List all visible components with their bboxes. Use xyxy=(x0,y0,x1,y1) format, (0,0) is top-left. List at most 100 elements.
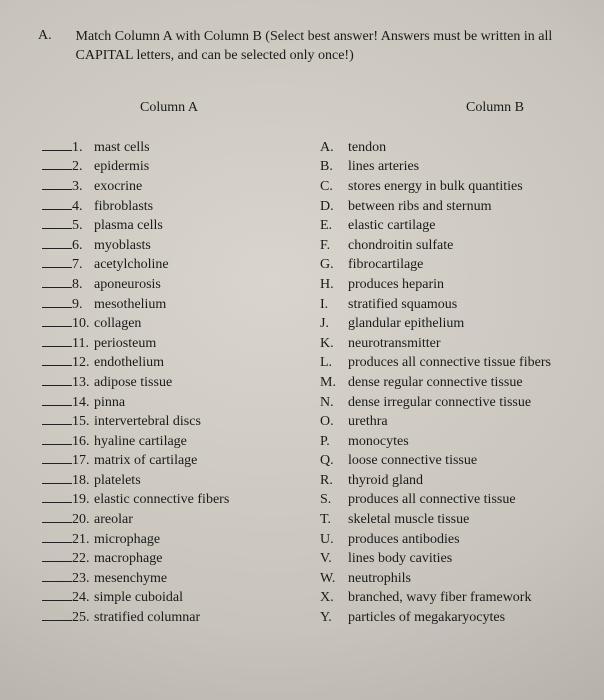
answer-blank[interactable] xyxy=(42,307,72,308)
item-number: 13. xyxy=(72,373,94,393)
answer-blank[interactable] xyxy=(42,346,72,347)
answer-blank[interactable] xyxy=(42,248,72,249)
col-b-row: U.produces antibodies xyxy=(320,530,568,550)
answer-blank[interactable] xyxy=(42,542,72,543)
choice-text: produces all connective tissue fibers xyxy=(348,355,551,370)
choice-text: particles of megakaryocytes xyxy=(348,610,505,625)
col-b-row: O.urethra xyxy=(320,412,568,432)
answer-blank[interactable] xyxy=(42,444,72,445)
choice-letter: Y. xyxy=(320,608,348,628)
answer-blank[interactable] xyxy=(42,620,72,621)
col-a-row: 3.exocrine xyxy=(42,177,320,197)
item-number: 17. xyxy=(72,451,94,471)
item-term: microphage xyxy=(94,532,160,547)
choice-letter: V. xyxy=(320,549,348,569)
item-number: 25. xyxy=(72,608,94,628)
item-number: 8. xyxy=(72,275,94,295)
choice-letter: Q. xyxy=(320,451,348,471)
col-b-row: C.stores energy in bulk quantities xyxy=(320,177,568,197)
item-number: 12. xyxy=(72,353,94,373)
answer-blank[interactable] xyxy=(42,463,72,464)
col-a-row: 7.acetylcholine xyxy=(42,255,320,275)
answer-blank[interactable] xyxy=(42,169,72,170)
item-number: 15. xyxy=(72,412,94,432)
answer-blank[interactable] xyxy=(42,189,72,190)
col-a-row: 4.fibroblasts xyxy=(42,197,320,217)
item-number: 1. xyxy=(72,138,94,158)
answer-blank[interactable] xyxy=(42,424,72,425)
col-a-row: 24.simple cuboidal xyxy=(42,588,320,608)
choice-text: monocytes xyxy=(348,434,409,449)
item-term: plasma cells xyxy=(94,218,163,233)
choice-letter: A. xyxy=(320,138,348,158)
answer-blank[interactable] xyxy=(42,267,72,268)
item-term: fibroblasts xyxy=(94,199,153,214)
answer-blank[interactable] xyxy=(42,326,72,327)
item-number: 6. xyxy=(72,236,94,256)
choice-text: dense regular connective tissue xyxy=(348,375,523,390)
answer-blank[interactable] xyxy=(42,405,72,406)
item-term: hyaline cartilage xyxy=(94,434,187,449)
col-b-row: M.dense regular connective tissue xyxy=(320,373,568,393)
choice-text: tendon xyxy=(348,140,386,155)
answer-blank[interactable] xyxy=(42,522,72,523)
instructions-text: Match Column A with Column B (Select bes… xyxy=(76,28,566,66)
answer-blank[interactable] xyxy=(42,581,72,582)
item-term: areolar xyxy=(94,512,133,527)
item-number: 10. xyxy=(72,314,94,334)
answer-blank[interactable] xyxy=(42,150,72,151)
col-a-row: 18.platelets xyxy=(42,471,320,491)
col-a-row: 14.pinna xyxy=(42,393,320,413)
col-a-row: 20.areolar xyxy=(42,510,320,530)
choice-letter: S. xyxy=(320,490,348,510)
choice-letter: F. xyxy=(320,236,348,256)
choice-letter: G. xyxy=(320,255,348,275)
choice-letter: B. xyxy=(320,157,348,177)
col-a-row: 15.intervertebral discs xyxy=(42,412,320,432)
item-number: 4. xyxy=(72,197,94,217)
answer-blank[interactable] xyxy=(42,561,72,562)
col-a-row: 9.mesothelium xyxy=(42,295,320,315)
col-a-row: 25.stratified columnar xyxy=(42,608,320,628)
item-term: exocrine xyxy=(94,179,142,194)
answer-blank[interactable] xyxy=(42,287,72,288)
choice-text: skeletal muscle tissue xyxy=(348,512,469,527)
col-a-row: 5.plasma cells xyxy=(42,216,320,236)
choice-text: urethra xyxy=(348,414,388,429)
item-term: periosteum xyxy=(94,336,156,351)
answer-blank[interactable] xyxy=(42,483,72,484)
choice-text: between ribs and sternum xyxy=(348,199,491,214)
item-term: mesothelium xyxy=(94,297,166,312)
col-b-row: W.neutrophils xyxy=(320,569,568,589)
col-a-row: 1.mast cells xyxy=(42,138,320,158)
answer-blank[interactable] xyxy=(42,228,72,229)
item-term: mast cells xyxy=(94,140,150,155)
col-b-row: P.monocytes xyxy=(320,432,568,452)
choice-letter: T. xyxy=(320,510,348,530)
answer-blank[interactable] xyxy=(42,365,72,366)
col-b-row: F.chondroitin sulfate xyxy=(320,236,568,256)
answer-blank[interactable] xyxy=(42,385,72,386)
choice-letter: L. xyxy=(320,353,348,373)
choice-text: chondroitin sulfate xyxy=(348,238,453,253)
choice-letter: D. xyxy=(320,197,348,217)
answer-blank[interactable] xyxy=(42,600,72,601)
choice-text: stratified squamous xyxy=(348,297,457,312)
choice-text: stores energy in bulk quantities xyxy=(348,179,523,194)
item-term: macrophage xyxy=(94,551,162,566)
instructions-block: A. Match Column A with Column B (Select … xyxy=(38,28,568,66)
col-b-row: J.glandular epithelium xyxy=(320,314,568,334)
col-b-row: A.tendon xyxy=(320,138,568,158)
col-a-row: 6.myoblasts xyxy=(42,236,320,256)
item-term: matrix of cartilage xyxy=(94,453,197,468)
col-a-row: 13.adipose tissue xyxy=(42,373,320,393)
choice-text: thyroid gland xyxy=(348,473,423,488)
item-number: 18. xyxy=(72,471,94,491)
col-b-row: L.produces all connective tissue fibers xyxy=(320,353,568,373)
item-number: 16. xyxy=(72,432,94,452)
item-number: 23. xyxy=(72,569,94,589)
answer-blank[interactable] xyxy=(42,502,72,503)
answer-blank[interactable] xyxy=(42,209,72,210)
choice-text: dense irregular connective tissue xyxy=(348,395,531,410)
col-b-row: T.skeletal muscle tissue xyxy=(320,510,568,530)
